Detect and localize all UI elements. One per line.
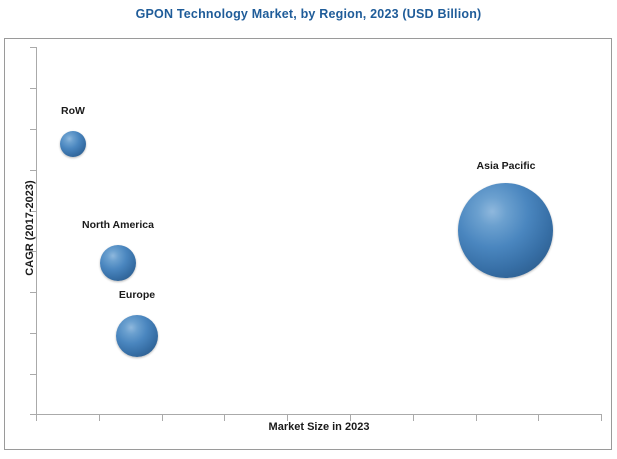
x-axis-tick <box>538 415 539 421</box>
x-axis-line <box>36 414 602 415</box>
bubble-label-row: RoW <box>61 105 85 117</box>
y-axis-title: CAGR (2017-2023) <box>24 180 36 276</box>
y-axis-tick <box>30 88 36 89</box>
bubble-row[interactable] <box>60 131 86 157</box>
y-axis-tick <box>30 414 36 415</box>
y-axis-tick <box>30 47 36 48</box>
x-axis-tick <box>601 415 602 421</box>
y-axis-tick <box>30 292 36 293</box>
y-axis-tick <box>30 333 36 334</box>
y-axis-tick <box>30 251 36 252</box>
bubble-label-north-america: North America <box>82 219 154 231</box>
bubble-europe[interactable] <box>116 315 158 357</box>
y-axis-tick <box>30 170 36 171</box>
x-axis-tick <box>476 415 477 421</box>
x-axis-title: Market Size in 2023 <box>268 421 370 433</box>
bubble-north-america[interactable] <box>100 245 136 281</box>
bubble-label-asia-pacific: Asia Pacific <box>476 160 536 172</box>
y-axis-tick <box>30 374 36 375</box>
x-axis-tick <box>162 415 163 421</box>
y-axis-line <box>36 47 37 415</box>
chart-title: GPON Technology Market, by Region, 2023 … <box>135 7 482 21</box>
x-axis-tick <box>36 415 37 421</box>
y-axis-tick <box>30 211 36 212</box>
bubble-asia-pacific[interactable] <box>458 183 553 278</box>
x-axis-tick <box>350 415 351 421</box>
x-axis-tick <box>287 415 288 421</box>
x-axis-tick <box>413 415 414 421</box>
x-axis-tick <box>99 415 100 421</box>
y-axis-tick <box>30 129 36 130</box>
x-axis-tick <box>224 415 225 421</box>
bubble-label-europe: Europe <box>118 289 156 301</box>
